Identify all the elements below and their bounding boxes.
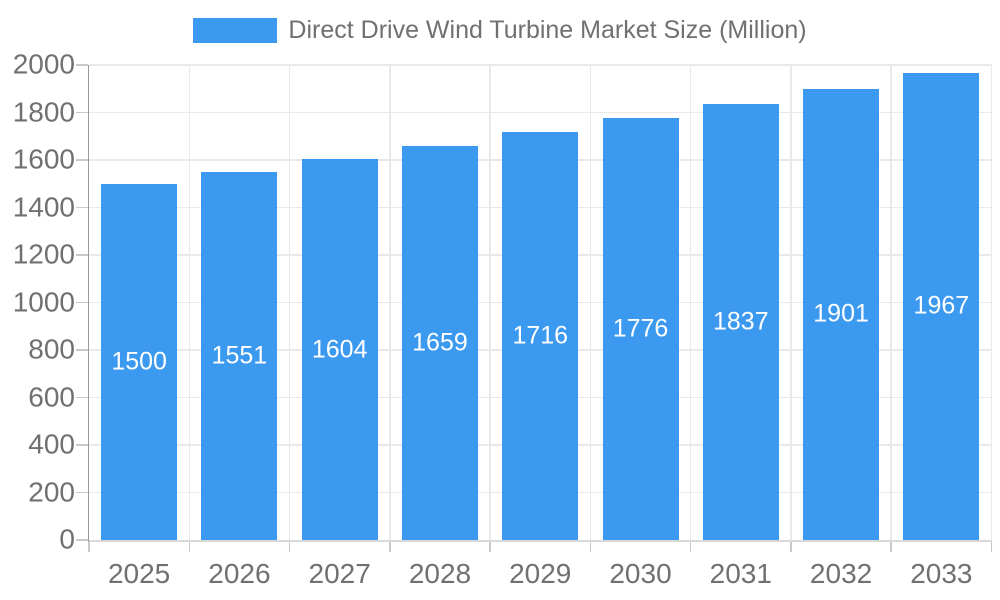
gridline-vertical (188, 65, 191, 540)
bar-value-label: 1659 (412, 328, 468, 357)
gridline-vertical (288, 65, 291, 540)
x-axis-tick (88, 542, 90, 552)
x-axis-tick (689, 542, 692, 552)
y-axis-tick (76, 206, 88, 209)
y-axis-tick (76, 396, 88, 399)
y-axis-tick (76, 111, 88, 114)
y-axis-tick (76, 539, 88, 541)
bar-2027[interactable]: 1604 (301, 159, 378, 540)
bar-2033[interactable]: 1967 (903, 72, 980, 540)
x-axis-label: 2028 (408, 558, 472, 589)
gridline-vertical (890, 65, 892, 540)
x-axis-tick (288, 542, 291, 552)
y-axis-tick (76, 444, 88, 446)
legend-swatch (193, 18, 278, 43)
x-axis-label: 2031 (709, 558, 772, 589)
bar-2026[interactable]: 1551 (201, 171, 278, 540)
y-axis-tick (76, 349, 88, 351)
y-axis-label: 1600 (12, 143, 75, 175)
bar-value-label: 1551 (211, 341, 268, 370)
y-axis-tick (76, 301, 88, 304)
y-axis-label: 200 (28, 475, 75, 507)
bar-value-label: 1837 (712, 307, 769, 336)
y-axis-label: 400 (28, 428, 75, 460)
bar-value-label: 1901 (813, 299, 869, 328)
bar-value-label: 1604 (311, 335, 368, 364)
y-axis-label: 1400 (12, 190, 75, 222)
plot-area: 0 200 400 600 800 1000 1200 1400 1600 1800 2000 202… (13, 50, 993, 589)
y-axis-tick (76, 159, 88, 161)
y-axis-tick (76, 64, 88, 66)
x-axis-label: 2029 (509, 558, 572, 589)
y-axis-tick (76, 254, 88, 256)
bar-value-label: 1716 (512, 321, 569, 350)
x-axis-label: 2030 (609, 558, 672, 589)
x-axis-tick (890, 542, 892, 552)
x-axis-label: 2025 (107, 558, 171, 589)
gridline-vertical (790, 65, 792, 540)
x-axis-tick (489, 542, 491, 552)
bar-2028[interactable]: 1659 (401, 146, 478, 540)
gridline-vertical (589, 65, 592, 540)
y-axis-label: 1800 (12, 95, 75, 127)
x-axis-tick (188, 542, 191, 552)
x-axis-label: 2033 (910, 558, 973, 589)
bar-value-label: 1776 (612, 314, 669, 343)
bar-value-label: 1967 (913, 291, 970, 320)
x-axis-label: 2026 (208, 558, 271, 589)
bar-2029[interactable]: 1716 (502, 132, 579, 540)
gridline-horizontal (89, 64, 992, 66)
gridline-vertical (689, 65, 692, 540)
y-axis-label: 600 (28, 380, 75, 412)
legend-label: Direct Drive Wind Turbine Market Size (M… (288, 16, 807, 44)
bar-value-label: 1500 (111, 347, 167, 376)
x-axis-label: 2032 (809, 558, 873, 589)
gridline-horizontal (89, 111, 992, 114)
x-axis-tick (389, 542, 391, 552)
y-axis-label: 0 (59, 523, 75, 555)
y-axis-label: 800 (28, 333, 75, 365)
x-axis-tick (589, 542, 592, 552)
y-axis-label: 1200 (12, 238, 75, 270)
bar-2032[interactable]: 1901 (803, 88, 880, 540)
y-axis-label: 1000 (12, 285, 75, 317)
y-axis-tick (76, 491, 88, 494)
gridline-vertical (990, 65, 993, 540)
x-axis-tick (990, 542, 993, 552)
legend[interactable]: Direct Drive Wind Turbine Market Size (M… (0, 16, 1000, 45)
gridline-vertical (489, 65, 491, 540)
bar-2030[interactable]: 1776 (602, 118, 679, 540)
gridline-vertical (389, 65, 391, 540)
x-axis-label: 2027 (308, 558, 371, 589)
y-axis-label: 2000 (12, 48, 75, 80)
bar-2025[interactable]: 1500 (101, 183, 178, 540)
x-axis-tick (790, 542, 792, 552)
bar-2031[interactable]: 1837 (702, 103, 779, 540)
